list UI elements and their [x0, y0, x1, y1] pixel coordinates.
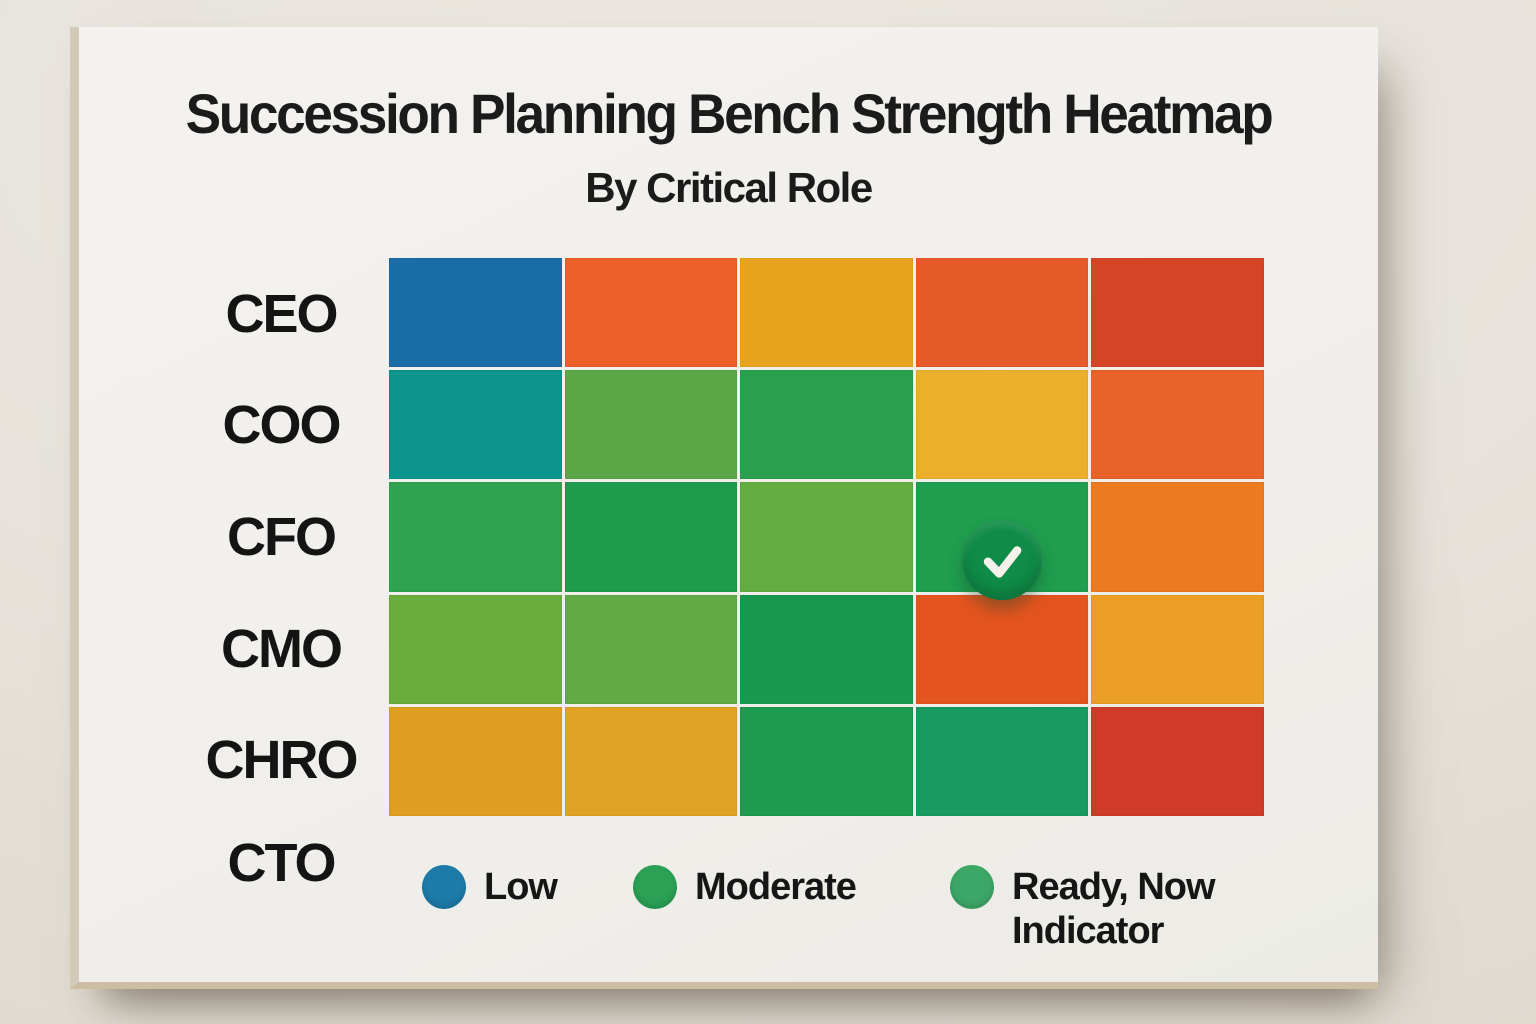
check-icon: [983, 546, 1022, 578]
heatmap-cell-r5c4: [915, 706, 1089, 816]
legend-label-low: Low: [484, 865, 558, 909]
heatmap-cell-r4c2: [564, 594, 738, 704]
row-label-ceo: CEO: [225, 284, 338, 344]
heatmap-cell-r5c2: [564, 706, 738, 816]
heatmap-cell-r5c5: [1091, 706, 1264, 816]
legend-label-low-line1: Low: [484, 866, 558, 908]
heatmap-grid: [389, 258, 1264, 816]
legend-label-ready-now-line2: Indicator: [1012, 910, 1164, 952]
heatmap-cell-r1c4: [915, 258, 1089, 368]
chart-title: Succession Planning Bench Strength Heatm…: [185, 82, 1274, 145]
heatmap-cell-r3c1: [389, 482, 562, 592]
heatmap-cell-r2c3: [740, 370, 913, 480]
heatmap-cell-r3c3: [740, 482, 913, 592]
row-label-cfo: CFO: [227, 507, 337, 567]
heatmap-cell-r1c2: [564, 258, 738, 368]
heatmap-cell-r1c1: [389, 258, 562, 368]
legend-dot-ready-now: [950, 865, 994, 909]
legend-item-ready-now: Ready, Now Indicator: [950, 865, 1216, 953]
ready-now-check-badge: [962, 520, 1042, 600]
heatmap-cell-r2c5: [1091, 370, 1264, 480]
row-label-cmo: CMO: [221, 619, 343, 679]
heatmap-cell-r4c5: [1091, 594, 1264, 704]
heatmap-cell-r5c3: [740, 706, 913, 816]
legend-dot-low: [422, 865, 466, 909]
heatmap-cell-r3c5: [1091, 482, 1264, 592]
heatmap-cell-r1c5: [1091, 258, 1264, 368]
heatmap-cell-r4c4: [915, 594, 1089, 704]
heatmap-cell-r2c4: [915, 370, 1089, 480]
row-label-chro: CHRO: [205, 730, 359, 790]
heatmap-cell-r2c2: [564, 370, 738, 480]
legend-label-ready-now-line1: Ready, Now: [1012, 866, 1216, 908]
row-label-cto: CTO: [227, 833, 336, 893]
legend-dot-moderate: [633, 865, 677, 909]
chart-subtitle: By Critical Role: [585, 164, 873, 211]
legend-label-moderate-line1: Moderate: [695, 866, 857, 908]
legend-item-low: Low: [422, 865, 558, 909]
heatmap-cell-r4c1: [389, 594, 562, 704]
poster-board: Succession Planning Bench Strength Heatm…: [70, 27, 1378, 989]
row-label-coo: COO: [222, 395, 341, 455]
legend-item-moderate: Moderate: [633, 865, 857, 909]
heatmap-cell-r3c2: [564, 482, 738, 592]
heatmap-cell-r2c1: [389, 370, 562, 480]
heatmap-cell-r1c3: [740, 258, 913, 368]
heatmap-cell-r4c3: [740, 594, 913, 704]
legend-label-moderate: Moderate: [695, 865, 857, 909]
legend-label-ready-now: Ready, Now Indicator: [1012, 865, 1216, 953]
heatmap-cell-r5c1: [389, 706, 562, 816]
